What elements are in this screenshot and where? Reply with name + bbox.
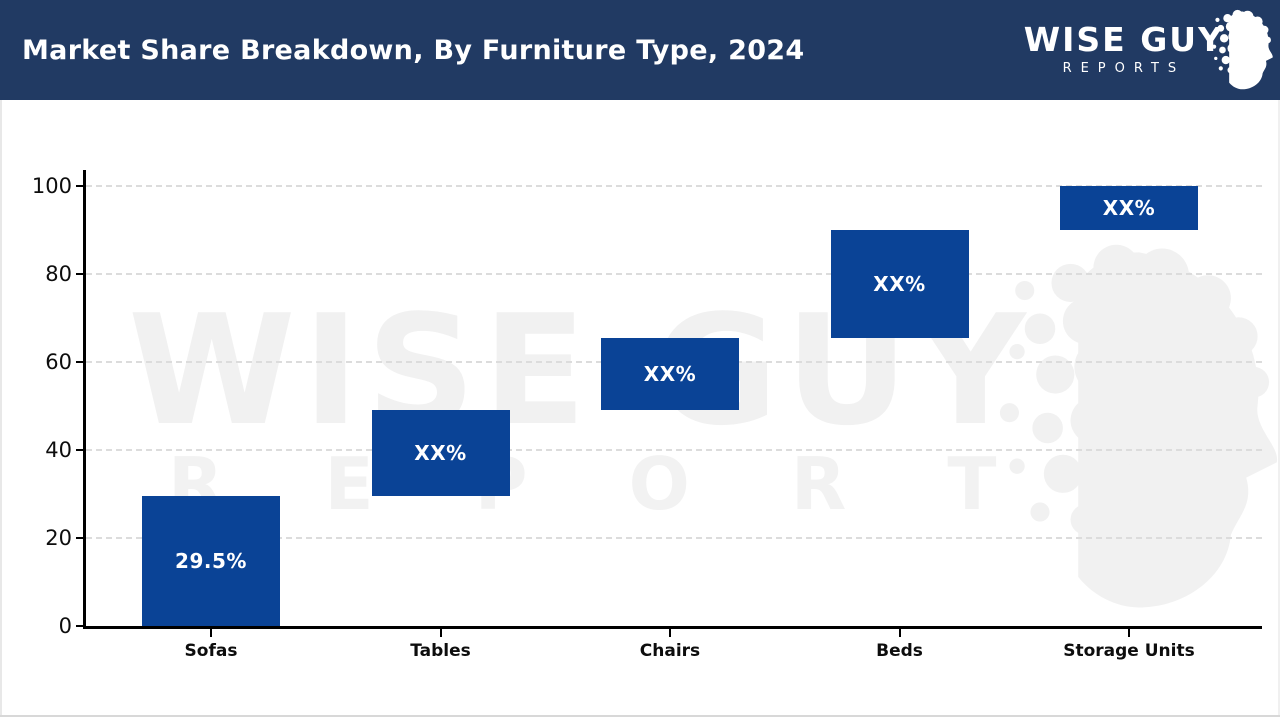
x-tick-label: Storage Units	[1063, 641, 1195, 661]
x-tick-label: Chairs	[639, 641, 701, 661]
logo-title: WISE GUY	[1023, 20, 1224, 59]
x-tick-mark	[898, 629, 901, 637]
bottom-border-line	[0, 715, 1280, 717]
bar-value-label: XX%	[643, 362, 697, 387]
y-tick-mark	[76, 185, 85, 187]
bar-storage-units: XX%	[1060, 186, 1198, 230]
watermark-reports-text: R E P O R T S	[168, 442, 1188, 526]
page-title: Market Share Breakdown, By Furniture Typ…	[22, 34, 805, 66]
bar-value-label: XX%	[873, 271, 926, 296]
x-tick-label: Tables	[410, 641, 471, 661]
x-tick-mark	[1128, 629, 1130, 637]
logo-text: WISE GUY REPORTS	[1023, 20, 1224, 77]
right-border-line	[1278, 100, 1280, 716]
logo-head-icon	[1212, 9, 1273, 90]
x-axis-line	[83, 626, 1262, 629]
y-tick-mark	[76, 273, 85, 275]
wise-guy-logo: WISE GUY REPORTS	[1016, 0, 1276, 100]
header-bar: Market Share Breakdown, By Furniture Typ…	[0, 0, 1280, 100]
grid-line	[86, 185, 1262, 187]
grid-line	[86, 273, 1262, 275]
bar-chairs: XX%	[601, 337, 739, 411]
y-tick-label: 80	[45, 262, 72, 286]
x-tick-label: Sofas	[184, 641, 238, 661]
bar-value-label: 29.5%	[175, 549, 247, 574]
x-tick-mark	[669, 629, 671, 637]
y-tick-mark	[76, 361, 85, 363]
y-tick-mark	[76, 537, 85, 539]
y-tick-label: 60	[45, 350, 72, 374]
y-axis-line	[83, 170, 86, 628]
grid-line	[86, 537, 1262, 539]
y-tick-label: 0	[58, 614, 72, 638]
bar-value-label: XX%	[1102, 196, 1156, 220]
x-tick-mark	[439, 629, 442, 637]
x-tick-label: Beds	[876, 641, 923, 661]
bar-tables: XX%	[371, 410, 510, 497]
watermark-head-icon	[999, 244, 1278, 608]
bar-beds: XX%	[830, 230, 969, 338]
left-border-line	[0, 100, 2, 716]
x-tick-mark	[210, 629, 212, 637]
y-tick-label: 40	[45, 438, 72, 462]
y-tick-label: 20	[45, 526, 72, 550]
y-tick-label: 100	[31, 174, 72, 198]
logo-subtitle: REPORTS	[1062, 61, 1186, 76]
grid-line	[86, 449, 1262, 451]
bar-value-label: XX%	[414, 441, 467, 466]
y-tick-mark	[76, 449, 85, 451]
y-tick-mark	[76, 625, 85, 627]
bar-sofas: 29.5%	[142, 496, 280, 626]
